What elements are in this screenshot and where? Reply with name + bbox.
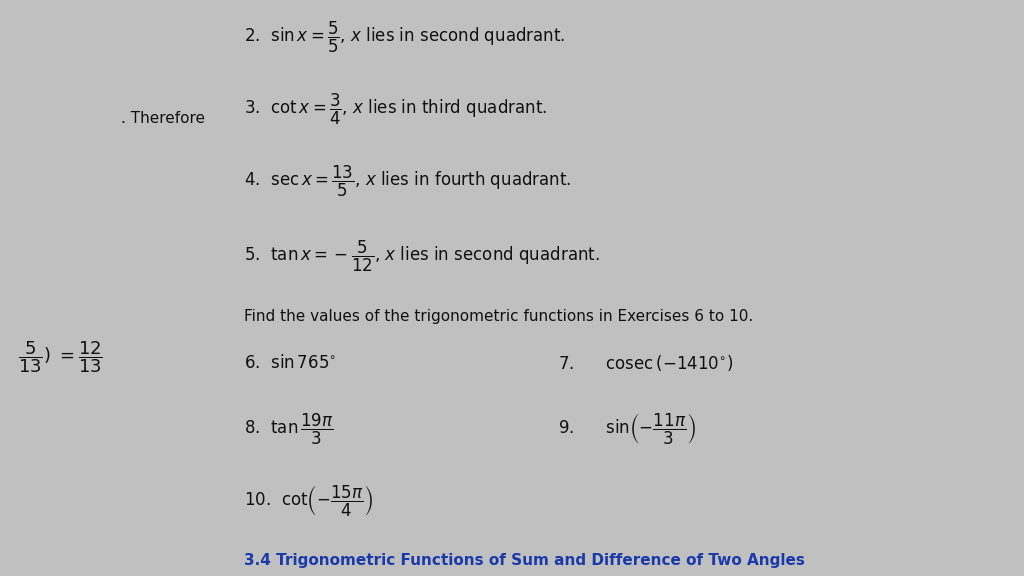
Text: 6.  $\sin 765^{\circ}$: 6. $\sin 765^{\circ}$ xyxy=(245,354,337,372)
Text: 4.  $\sec x = \dfrac{13}{5}$, $x$ lies in fourth quadrant.: 4. $\sec x = \dfrac{13}{5}$, $x$ lies in… xyxy=(245,164,571,199)
Text: 10.  $\cot\!\left(-\dfrac{15\pi}{4}\right)$: 10. $\cot\!\left(-\dfrac{15\pi}{4}\right… xyxy=(245,483,374,519)
Text: 5.  $\tan x = -\dfrac{5}{12}$, $x$ lies in second quadrant.: 5. $\tan x = -\dfrac{5}{12}$, $x$ lies i… xyxy=(245,238,600,274)
Text: 3.4 Trigonometric Functions of Sum and Difference of Two Angles: 3.4 Trigonometric Functions of Sum and D… xyxy=(245,553,805,568)
Text: 3.  $\cot x = \dfrac{3}{4}$, $x$ lies in third quadrant.: 3. $\cot x = \dfrac{3}{4}$, $x$ lies in … xyxy=(245,92,548,127)
Text: $\dfrac{5}{13}$) $= \dfrac{12}{13}$: $\dfrac{5}{13}$) $= \dfrac{12}{13}$ xyxy=(17,339,102,375)
Text: . Therefore: . Therefore xyxy=(121,111,205,126)
Text: 8.  $\tan\dfrac{19\pi}{3}$: 8. $\tan\dfrac{19\pi}{3}$ xyxy=(245,411,334,447)
Text: 9.      $\sin\!\left(-\dfrac{11\pi}{3}\right)$: 9. $\sin\!\left(-\dfrac{11\pi}{3}\right)… xyxy=(558,411,695,447)
Text: 2.  $\sin x = \dfrac{5}{5}$, $x$ lies in second quadrant.: 2. $\sin x = \dfrac{5}{5}$, $x$ lies in … xyxy=(245,20,565,55)
Text: Find the values of the trigonometric functions in Exercises 6 to 10.: Find the values of the trigonometric fun… xyxy=(245,309,754,324)
Text: 7.      $\mathrm{cosec}\,(-1410^{\circ})$: 7. $\mathrm{cosec}\,(-1410^{\circ})$ xyxy=(558,353,733,373)
